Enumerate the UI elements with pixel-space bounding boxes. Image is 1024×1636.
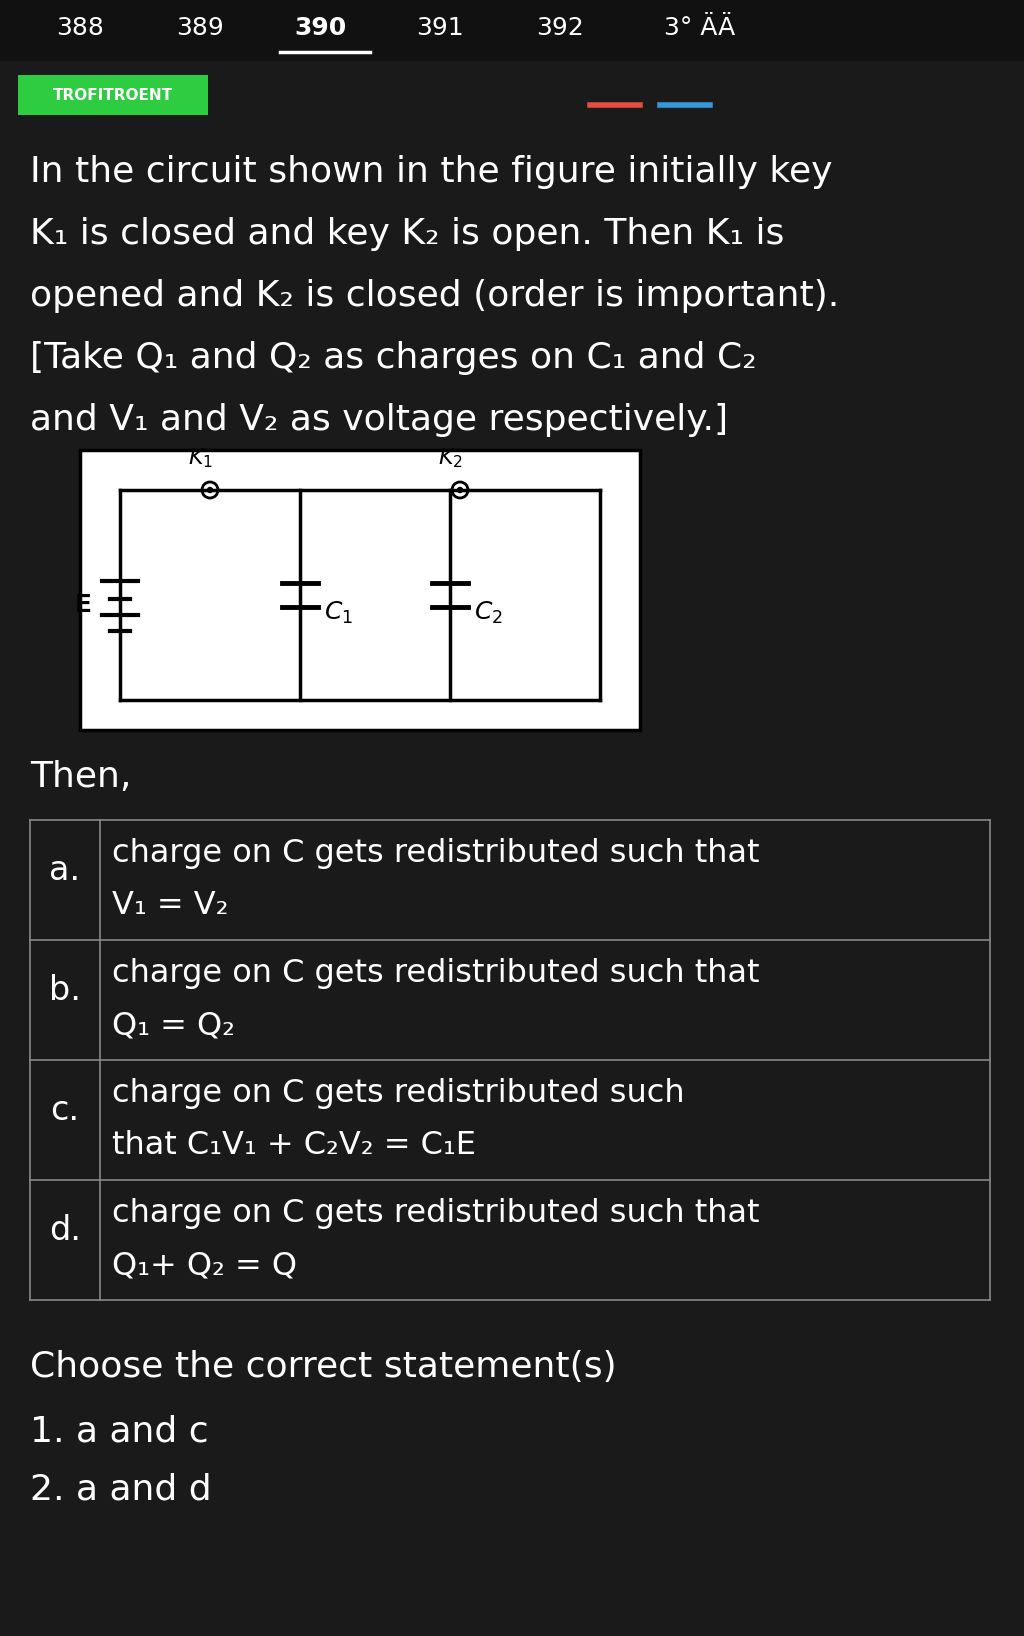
Text: $K_2$: $K_2$ bbox=[437, 447, 463, 470]
Text: 392: 392 bbox=[537, 16, 584, 39]
Text: that C₁V₁ + C₂V₂ = C₁E: that C₁V₁ + C₂V₂ = C₁E bbox=[112, 1130, 476, 1162]
Text: 3° ÄÄ: 3° ÄÄ bbox=[665, 16, 735, 39]
Text: 389: 389 bbox=[176, 16, 224, 39]
Text: [Take Q₁ and Q₂ as charges on C₁ and C₂: [Take Q₁ and Q₂ as charges on C₁ and C₂ bbox=[30, 340, 757, 375]
Text: 1. a and c: 1. a and c bbox=[30, 1415, 209, 1449]
Circle shape bbox=[458, 488, 463, 492]
Text: $C_2$: $C_2$ bbox=[474, 600, 503, 627]
Text: charge on C gets redistributed such that: charge on C gets redistributed such that bbox=[112, 959, 760, 990]
Text: 391: 391 bbox=[416, 16, 464, 39]
Text: d.: d. bbox=[49, 1214, 81, 1247]
Text: E: E bbox=[75, 592, 92, 617]
Bar bbox=[80, 450, 640, 730]
Text: and V₁ and V₂ as voltage respectively.]: and V₁ and V₂ as voltage respectively.] bbox=[30, 402, 728, 437]
Text: charge on C gets redistributed such that: charge on C gets redistributed such that bbox=[112, 1198, 760, 1229]
Circle shape bbox=[208, 488, 213, 492]
Bar bbox=[0, 0, 1024, 61]
Text: b.: b. bbox=[49, 973, 81, 1006]
Text: charge on C gets redistributed such that: charge on C gets redistributed such that bbox=[112, 838, 760, 869]
Text: TROFITROENT: TROFITROENT bbox=[53, 87, 173, 103]
Text: a.: a. bbox=[49, 854, 81, 887]
Text: c.: c. bbox=[50, 1093, 80, 1127]
Text: In the circuit shown in the figure initially key: In the circuit shown in the figure initi… bbox=[30, 155, 833, 190]
Text: K₁ is closed and key K₂ is open. Then K₁ is: K₁ is closed and key K₂ is open. Then K₁… bbox=[30, 218, 784, 250]
Text: Choose the correct statement(s): Choose the correct statement(s) bbox=[30, 1350, 616, 1384]
Text: 2. a and d: 2. a and d bbox=[30, 1472, 212, 1507]
Text: Q₁ = Q₂: Q₁ = Q₂ bbox=[112, 1009, 234, 1040]
Text: Q₁+ Q₂ = Q: Q₁+ Q₂ = Q bbox=[112, 1250, 297, 1281]
Text: $C_1$: $C_1$ bbox=[324, 600, 353, 627]
Text: opened and K₂ is closed (order is important).: opened and K₂ is closed (order is import… bbox=[30, 280, 840, 312]
Text: charge on C gets redistributed such: charge on C gets redistributed such bbox=[112, 1078, 685, 1109]
Text: 388: 388 bbox=[56, 16, 104, 39]
Bar bbox=[18, 75, 208, 115]
Text: V₁ = V₂: V₁ = V₂ bbox=[112, 890, 228, 921]
Text: $K_1$: $K_1$ bbox=[187, 447, 213, 470]
Text: Then,: Then, bbox=[30, 761, 131, 793]
Text: 390: 390 bbox=[294, 16, 346, 39]
